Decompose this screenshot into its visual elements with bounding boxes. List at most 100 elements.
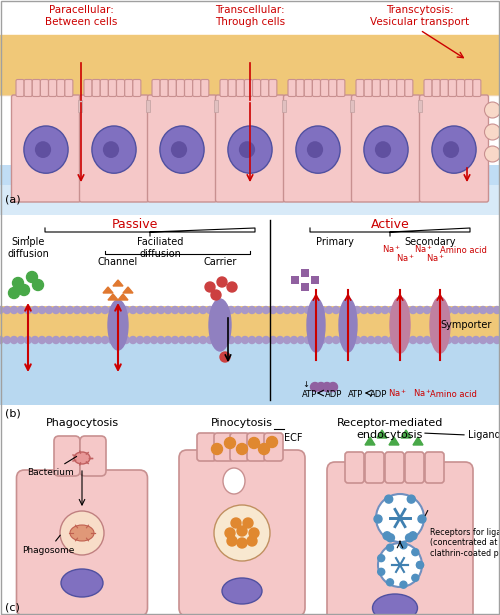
Circle shape xyxy=(396,336,402,344)
FancyBboxPatch shape xyxy=(269,79,277,97)
Text: Phagocytosis: Phagocytosis xyxy=(46,418,118,428)
FancyBboxPatch shape xyxy=(432,79,440,97)
Text: Pinocytosis: Pinocytosis xyxy=(211,418,273,428)
Circle shape xyxy=(466,306,472,314)
Text: Na$^+$: Na$^+$ xyxy=(413,387,432,399)
Circle shape xyxy=(328,383,338,392)
Circle shape xyxy=(386,579,394,586)
Circle shape xyxy=(228,306,234,314)
Circle shape xyxy=(354,336,360,344)
Ellipse shape xyxy=(92,126,136,173)
Circle shape xyxy=(409,532,417,540)
Circle shape xyxy=(290,306,298,314)
Circle shape xyxy=(224,437,235,448)
Circle shape xyxy=(322,383,332,392)
FancyBboxPatch shape xyxy=(418,100,422,112)
Circle shape xyxy=(430,306,438,314)
Circle shape xyxy=(262,306,270,314)
Text: Channel: Channel xyxy=(98,257,138,267)
FancyBboxPatch shape xyxy=(473,79,481,97)
FancyBboxPatch shape xyxy=(179,450,305,615)
Text: (a): (a) xyxy=(5,195,20,205)
Circle shape xyxy=(382,306,388,314)
Circle shape xyxy=(220,352,230,362)
Circle shape xyxy=(480,306,486,314)
Circle shape xyxy=(332,306,340,314)
Text: Carrier: Carrier xyxy=(204,257,236,267)
Text: ATP: ATP xyxy=(348,390,363,399)
Text: Receptors for ligand
(concentrated at
clathrin-coated pits): Receptors for ligand (concentrated at cl… xyxy=(430,528,500,558)
Circle shape xyxy=(378,555,384,561)
Circle shape xyxy=(346,336,354,344)
Circle shape xyxy=(410,336,416,344)
Circle shape xyxy=(376,494,424,542)
Circle shape xyxy=(388,306,396,314)
Circle shape xyxy=(12,277,24,288)
FancyBboxPatch shape xyxy=(405,452,424,483)
FancyBboxPatch shape xyxy=(296,79,304,97)
Circle shape xyxy=(298,306,304,314)
Polygon shape xyxy=(365,437,375,445)
Circle shape xyxy=(418,515,426,523)
Circle shape xyxy=(262,336,270,344)
Circle shape xyxy=(458,336,466,344)
Ellipse shape xyxy=(307,141,323,158)
Circle shape xyxy=(217,277,227,287)
Ellipse shape xyxy=(223,468,245,494)
Circle shape xyxy=(60,306,66,314)
FancyBboxPatch shape xyxy=(214,433,233,461)
Polygon shape xyxy=(118,294,128,300)
Text: Symporter: Symporter xyxy=(440,320,492,330)
Circle shape xyxy=(136,336,143,344)
Circle shape xyxy=(388,336,396,344)
Circle shape xyxy=(4,306,10,314)
Text: Receptor-mediated
endocytosis: Receptor-mediated endocytosis xyxy=(337,418,443,440)
Circle shape xyxy=(480,336,486,344)
Circle shape xyxy=(360,306,368,314)
Circle shape xyxy=(378,543,422,587)
Ellipse shape xyxy=(390,297,410,353)
Circle shape xyxy=(304,306,312,314)
Circle shape xyxy=(46,306,52,314)
Circle shape xyxy=(402,336,409,344)
Circle shape xyxy=(200,306,206,314)
FancyBboxPatch shape xyxy=(420,95,488,202)
FancyBboxPatch shape xyxy=(424,79,432,97)
FancyBboxPatch shape xyxy=(244,79,252,97)
Circle shape xyxy=(416,561,424,568)
Ellipse shape xyxy=(108,300,128,350)
Circle shape xyxy=(318,336,326,344)
FancyBboxPatch shape xyxy=(282,100,286,112)
Text: Na$^+$: Na$^+$ xyxy=(388,387,407,399)
FancyBboxPatch shape xyxy=(100,79,108,97)
Circle shape xyxy=(284,306,290,314)
FancyBboxPatch shape xyxy=(327,462,473,615)
FancyBboxPatch shape xyxy=(160,79,168,97)
Circle shape xyxy=(276,306,283,314)
Circle shape xyxy=(378,568,384,576)
Circle shape xyxy=(116,306,122,314)
Circle shape xyxy=(270,306,276,314)
Ellipse shape xyxy=(339,298,357,352)
Circle shape xyxy=(416,306,424,314)
Circle shape xyxy=(312,336,318,344)
Circle shape xyxy=(122,336,130,344)
Circle shape xyxy=(374,515,382,523)
Ellipse shape xyxy=(372,594,418,615)
Ellipse shape xyxy=(160,126,204,173)
FancyBboxPatch shape xyxy=(133,79,141,97)
Text: Na$^+$: Na$^+$ xyxy=(414,244,433,255)
Circle shape xyxy=(150,336,158,344)
Polygon shape xyxy=(123,287,133,293)
Text: Na$^+$: Na$^+$ xyxy=(382,244,401,255)
Circle shape xyxy=(220,306,228,314)
Circle shape xyxy=(346,306,354,314)
Circle shape xyxy=(247,536,257,546)
FancyBboxPatch shape xyxy=(337,79,345,97)
Ellipse shape xyxy=(24,126,68,173)
Circle shape xyxy=(178,336,186,344)
Circle shape xyxy=(164,336,172,344)
FancyBboxPatch shape xyxy=(176,79,184,97)
Ellipse shape xyxy=(61,569,103,597)
FancyBboxPatch shape xyxy=(108,79,116,97)
